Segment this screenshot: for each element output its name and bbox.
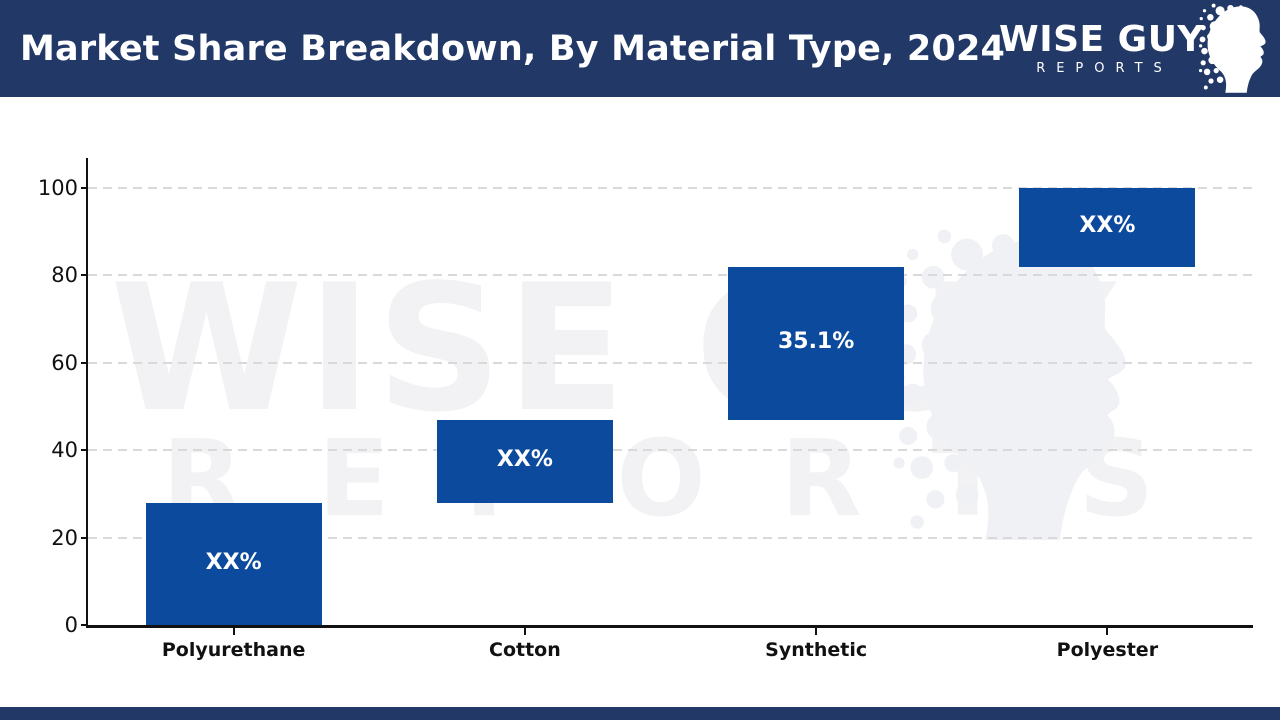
bar [145, 502, 322, 625]
x-category-label: Polyurethane [161, 639, 306, 661]
x-axis-line [86, 625, 1253, 628]
gridline [88, 361, 1253, 364]
chart-title: Market Share Breakdown, By Material Type… [20, 28, 1006, 69]
x-axis-tick [815, 627, 818, 635]
x-category-label: Cotton [489, 639, 561, 661]
bar [1019, 187, 1196, 267]
y-axis-tick [81, 274, 88, 276]
y-axis-line [86, 158, 88, 627]
bar-value-label: XX% [496, 447, 553, 473]
logo-secondary-text: REPORTS [1036, 60, 1173, 76]
y-axis-tick [81, 361, 88, 364]
y-tick-label: 60 [51, 350, 78, 375]
y-axis-tick [81, 449, 88, 451]
x-category-label: Synthetic [765, 639, 868, 661]
bar [728, 266, 905, 421]
footer-bar [0, 707, 1280, 720]
logo-primary-text: WISE GUY [998, 19, 1204, 61]
y-tick-label: 100 [37, 175, 78, 200]
x-category-label: Polyester [1056, 639, 1159, 661]
y-axis-tick [81, 536, 88, 539]
x-axis-tick [523, 627, 526, 635]
chart-area: WISE GUY REPORTS 0 20 40 60 80 100 XX% Polyuret… [0, 97, 1280, 708]
header-bar: Market Share Breakdown, By Material Type… [0, 0, 1280, 97]
y-tick-label: 20 [51, 525, 78, 550]
gridline [88, 274, 1253, 276]
y-tick-label: 0 [64, 613, 78, 637]
y-axis-tick [81, 186, 88, 189]
y-axis-tick [81, 624, 88, 626]
gridline [88, 536, 1253, 539]
logo-text: WISE GUY REPORTS [999, 21, 1204, 76]
x-axis-tick [1106, 627, 1109, 635]
y-tick-label: 40 [51, 438, 78, 462]
bar [436, 420, 613, 503]
bar-value-label: 35.1% [777, 329, 855, 355]
bar-value-label: XX% [205, 549, 262, 575]
y-tick-label: 80 [51, 263, 78, 287]
x-axis-tick [232, 627, 235, 635]
wise-guy-reports-logo: WISE GUY REPORTS [999, 2, 1276, 95]
bar-value-label: XX% [1079, 213, 1136, 239]
gridline [88, 186, 1253, 189]
gridline [88, 449, 1253, 451]
head-profile-dots-icon [1198, 3, 1266, 93]
